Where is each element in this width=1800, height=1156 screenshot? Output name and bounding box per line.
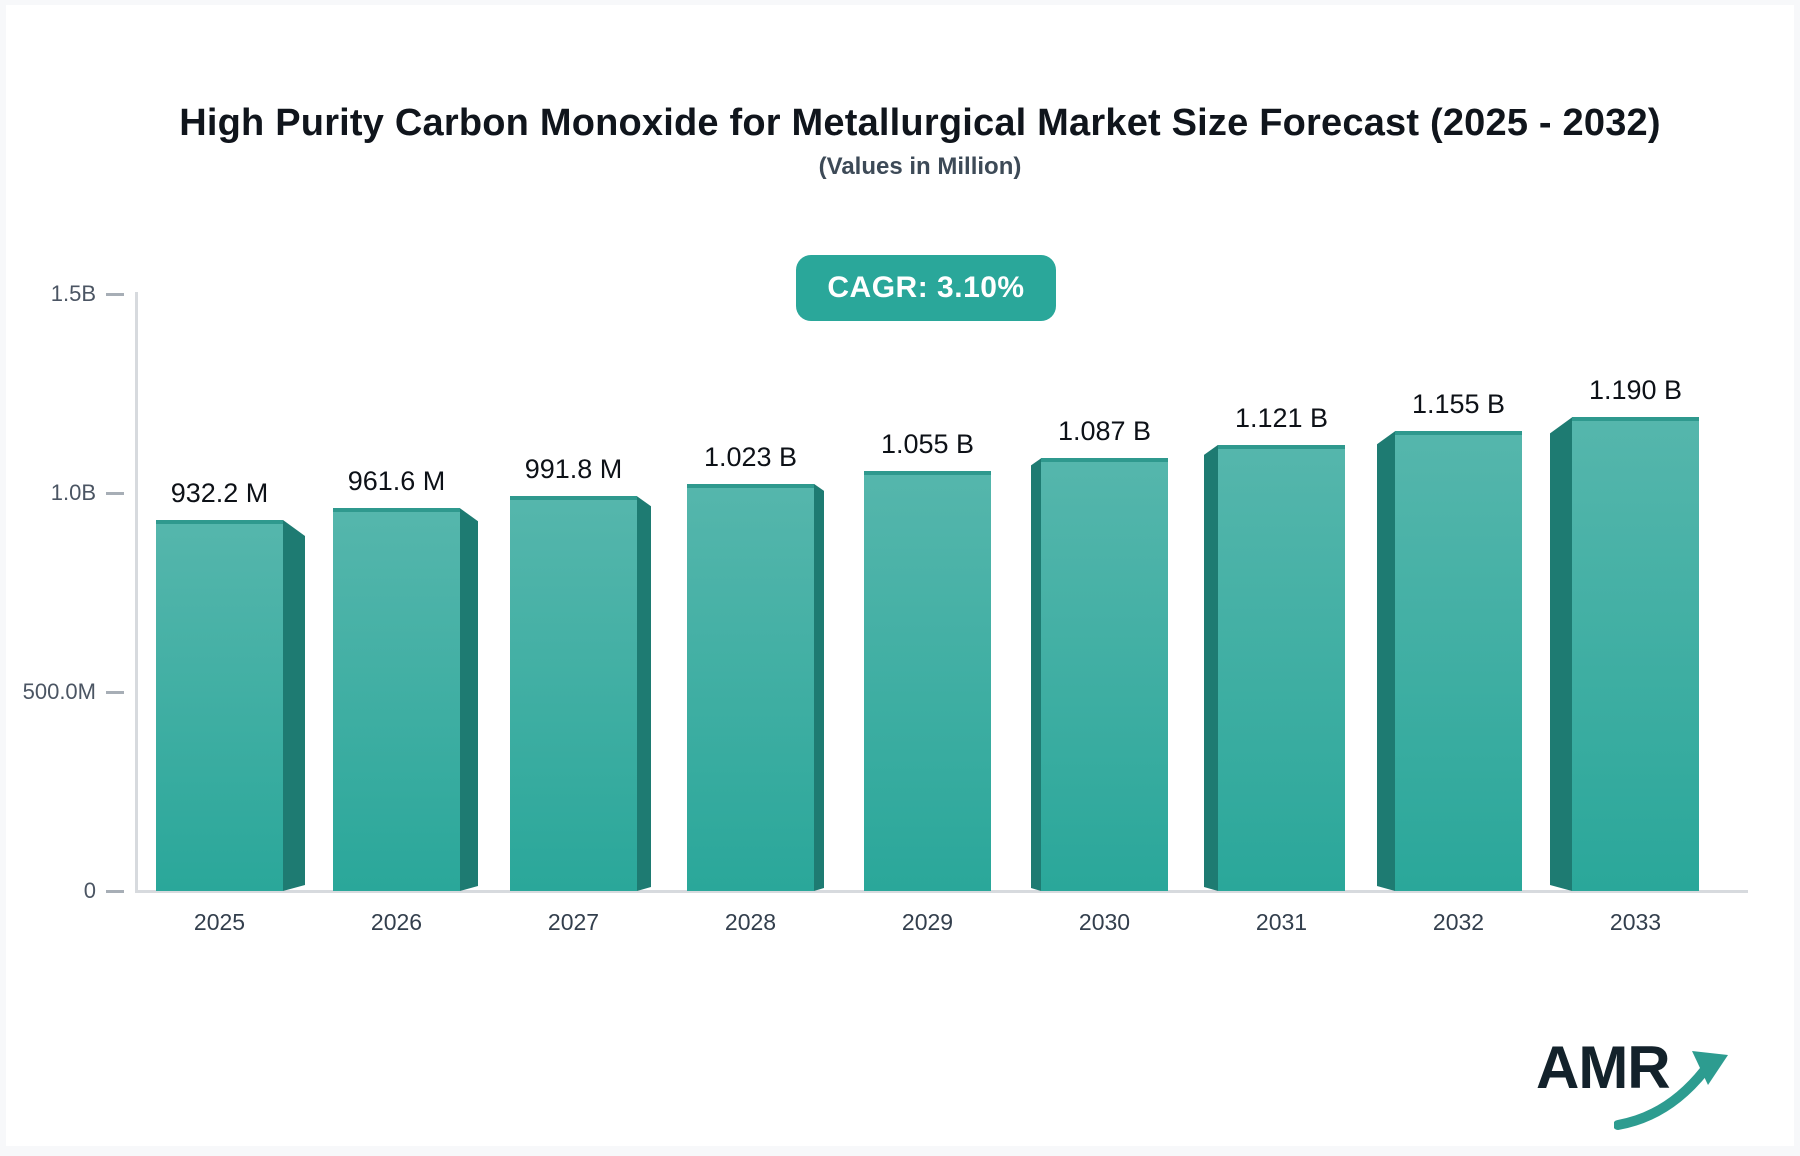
bar-value-label: 1.055 B <box>880 429 975 460</box>
bar-value-label: 1.155 B <box>1411 389 1506 420</box>
x-axis-label: 2025 <box>193 909 246 935</box>
y-axis-line <box>135 292 138 893</box>
bar-side-face <box>283 520 305 891</box>
chart-header: High Purity Carbon Monoxide for Metallur… <box>46 101 1794 181</box>
y-axis-tick-label: 1.5B <box>50 281 96 306</box>
x-axis-line <box>135 890 1748 893</box>
growth-arrow-icon <box>1614 1051 1728 1130</box>
bar-value-label: 1.121 B <box>1234 402 1329 433</box>
amr-logo-text: AMR <box>1536 1034 1671 1101</box>
x-axis-label: 2026 <box>370 909 423 935</box>
y-axis-tick-label: 1.0B <box>50 480 96 505</box>
page-title: High Purity Carbon Monoxide for Metallur… <box>179 102 1661 144</box>
x-axis-label: 2029 <box>901 909 954 935</box>
bar-side-face <box>460 508 478 891</box>
amr-logo: AMR <box>1536 1033 1736 1133</box>
cagr-badge-label: CAGR: 3.10% <box>827 271 1025 304</box>
bar-side-face <box>1031 458 1041 891</box>
bar-value-label: 1.023 B <box>703 441 798 472</box>
bar <box>1395 431 1522 891</box>
x-axis-label: 2028 <box>724 909 777 935</box>
bar-side-face <box>814 484 824 891</box>
y-axis-tick-label: 500.0M <box>22 679 96 704</box>
y-axis-tick-mark <box>106 293 124 296</box>
bar <box>333 508 460 891</box>
page-subtitle: (Values in Million) <box>818 153 1022 180</box>
y-axis-tick-mark <box>106 492 124 495</box>
bar-value-label: 991.8 M <box>524 454 623 485</box>
bar-side-face <box>637 496 651 891</box>
bar-side-face <box>1550 417 1572 891</box>
x-axis-label: 2032 <box>1432 909 1485 935</box>
bar-value-label: 932.2 M <box>170 477 269 508</box>
y-axis-tick-label: 0 <box>83 878 96 903</box>
bar <box>1041 458 1168 891</box>
bar-value-label: 1.087 B <box>1057 416 1152 447</box>
y-axis-tick-mark <box>106 691 124 694</box>
bar <box>1218 444 1345 891</box>
bar-chart: 0 500.0M 1.0B 1.5B 932.2 M 2025 961.6 M 2026 991… <box>6 5 1800 1156</box>
y-axis-tick-mark <box>106 890 124 893</box>
bar <box>864 471 991 891</box>
x-axis-label: 2031 <box>1255 909 1308 935</box>
x-axis-label: 2030 <box>1078 909 1131 935</box>
bar-value-label: 961.6 M <box>347 466 446 497</box>
cagr-badge: CAGR: 3.10% <box>796 255 1056 321</box>
bar-side-face <box>1377 431 1395 891</box>
bar-value-label: 1.190 B <box>1588 375 1683 406</box>
bar <box>156 519 283 891</box>
bar <box>687 483 814 891</box>
bar-side-face <box>1204 445 1218 891</box>
x-axis-label: 2033 <box>1609 909 1662 935</box>
bar <box>510 496 637 891</box>
chart-card: High Purity Carbon Monoxide for Metallur… <box>6 5 1794 1146</box>
x-axis-label: 2027 <box>547 909 600 935</box>
bar <box>1572 417 1699 891</box>
